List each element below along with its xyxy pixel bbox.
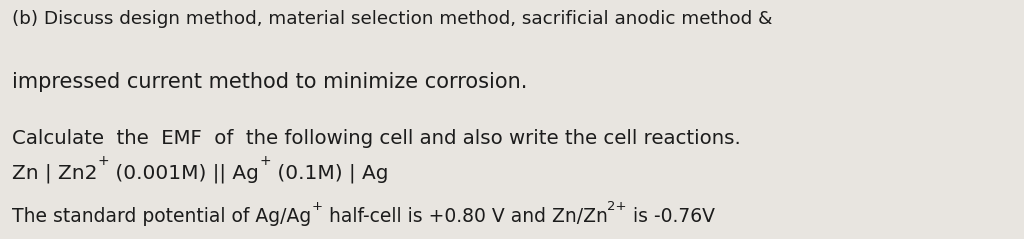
Text: Zn | Zn2: Zn | Zn2 (12, 163, 97, 183)
Text: (0.001M) || Ag: (0.001M) || Ag (110, 163, 259, 183)
Text: +: + (311, 200, 323, 213)
Text: is -0.76V: is -0.76V (627, 207, 715, 226)
Text: (0.1M) | Ag: (0.1M) | Ag (271, 163, 388, 183)
Text: half-cell is +0.80 V and Zn/Zn: half-cell is +0.80 V and Zn/Zn (323, 207, 607, 226)
Text: Calculate  the  EMF  of  the following cell and also write the cell reactions.: Calculate the EMF of the following cell … (12, 129, 741, 148)
Text: impressed current method to minimize corrosion.: impressed current method to minimize cor… (12, 72, 527, 92)
Text: 2+: 2+ (607, 200, 627, 213)
Text: (b) Discuss design method, material selection method, sacrificial anodic method : (b) Discuss design method, material sele… (12, 10, 773, 27)
Text: +: + (259, 154, 271, 168)
Text: +: + (97, 154, 110, 168)
Text: The standard potential of Ag/Ag: The standard potential of Ag/Ag (12, 207, 311, 226)
